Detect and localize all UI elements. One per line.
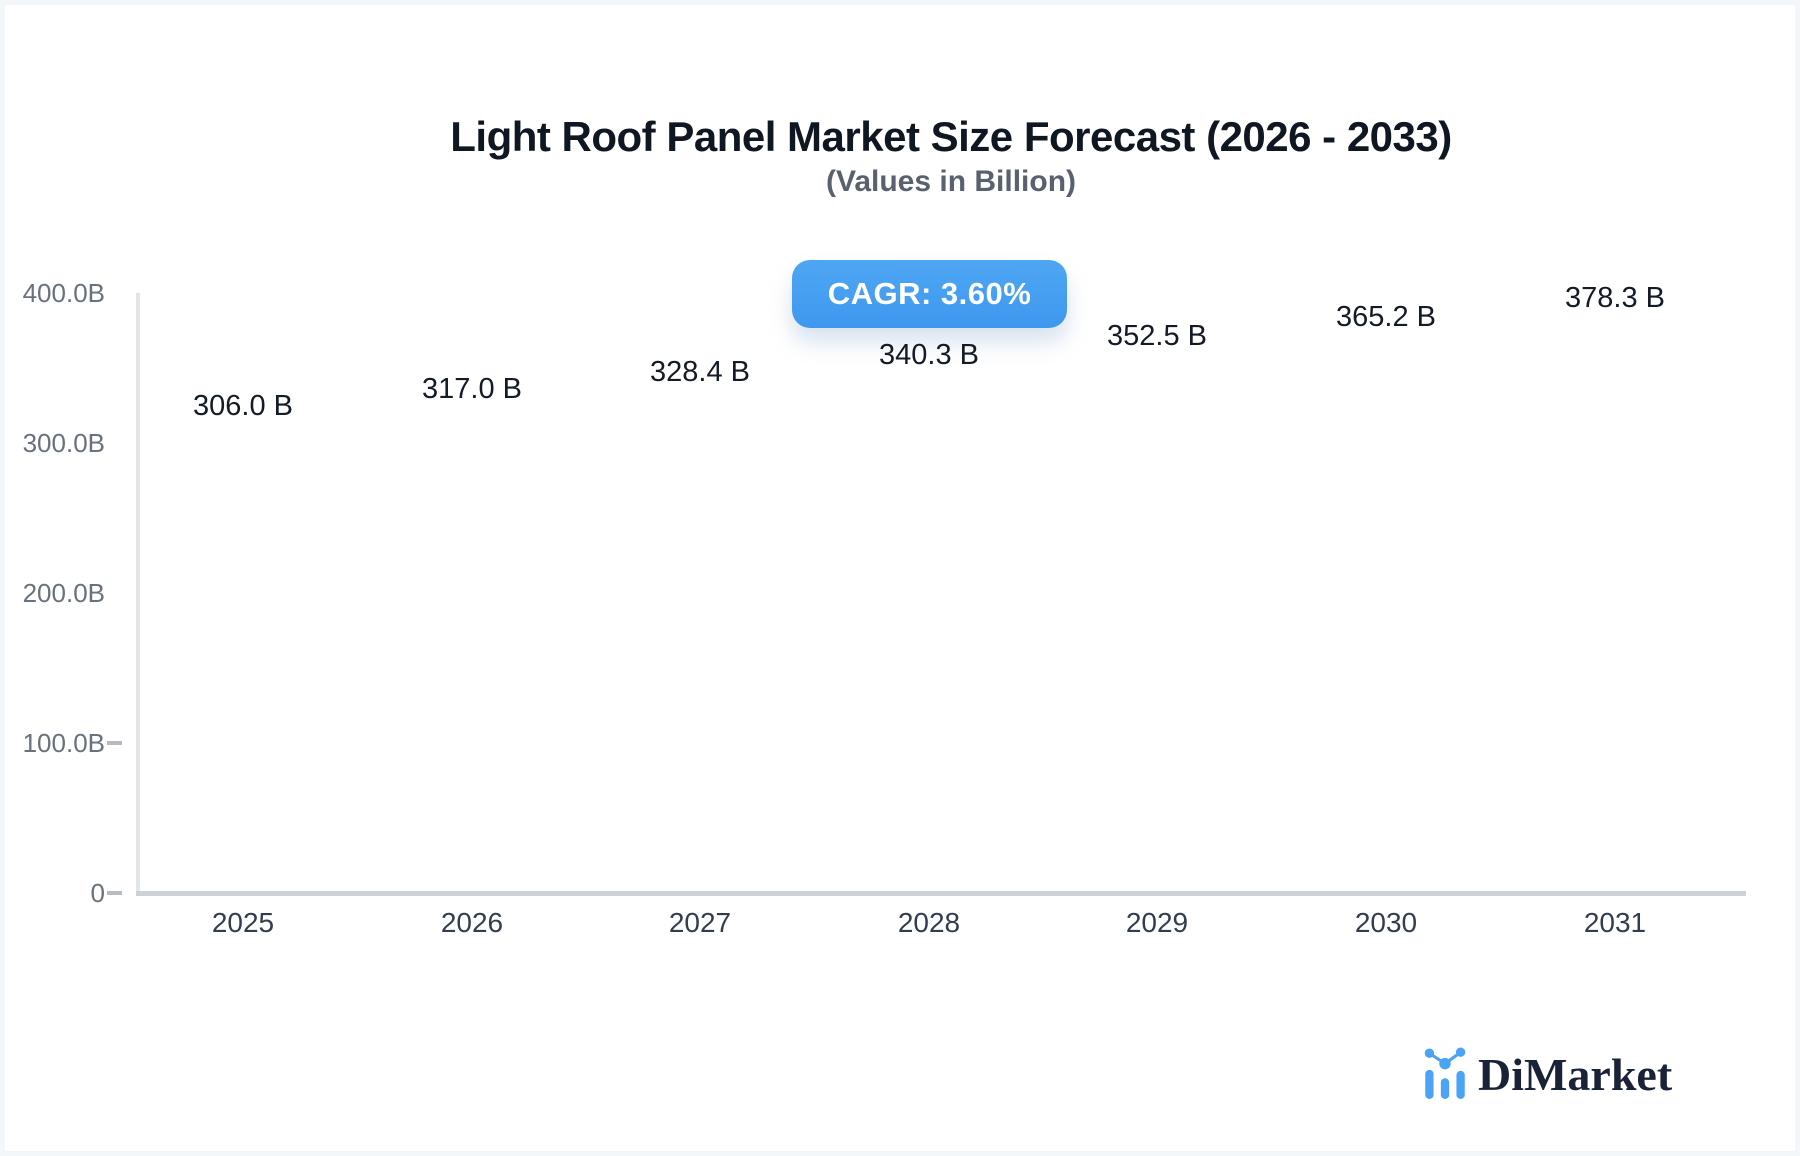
x-axis-label-2025: 2025 bbox=[211, 907, 275, 938]
y-axis-label: 100.0B bbox=[22, 728, 105, 758]
x-axis-label-2028: 2028 bbox=[897, 907, 961, 938]
bar-value-label: 340.3 B bbox=[879, 339, 979, 371]
cagr-badge: CAGR: 3.60% bbox=[792, 260, 1067, 328]
chart-title: Light Roof Panel Market Size Forecast (2… bbox=[450, 113, 1452, 160]
bar-value-label: 378.3 B bbox=[1565, 282, 1665, 314]
cagr-badge-label: CAGR: 3.60% bbox=[827, 276, 1032, 311]
y-axis-label: 400.0B bbox=[22, 278, 105, 308]
x-axis-label-2031: 2031 bbox=[1583, 907, 1647, 938]
bar-value-label: 317.0 B bbox=[422, 373, 522, 405]
dimarket-logo: DiMarket bbox=[1424, 1043, 1672, 1099]
x-axis-label-2029: 2029 bbox=[1125, 907, 1189, 938]
bar-value-label: 365.2 B bbox=[1336, 301, 1436, 333]
y-axis-label: 200.0B bbox=[22, 578, 105, 608]
chart-subtitle: (Values in Billion) bbox=[825, 165, 1077, 198]
y-axis-tick bbox=[107, 891, 122, 895]
x-axis-label-2026: 2026 bbox=[440, 907, 504, 938]
bar-value-label: 306.0 B bbox=[193, 390, 293, 422]
x-axis-label-2027: 2027 bbox=[668, 907, 732, 938]
y-axis-label: 300.0B bbox=[22, 428, 105, 458]
bar-chart-logo-icon bbox=[1424, 1047, 1466, 1099]
bar-value-label: 328.4 B bbox=[650, 356, 750, 388]
x-axis-baseline bbox=[136, 891, 1746, 896]
x-axis-label-2030: 2030 bbox=[1354, 907, 1418, 938]
y-axis-tick bbox=[107, 741, 122, 745]
y-axis-label: 0 bbox=[90, 878, 105, 908]
bar-value-label: 352.5 B bbox=[1107, 320, 1207, 352]
y-axis-line bbox=[136, 293, 140, 893]
logo-text: DiMarket bbox=[1478, 1049, 1673, 1100]
